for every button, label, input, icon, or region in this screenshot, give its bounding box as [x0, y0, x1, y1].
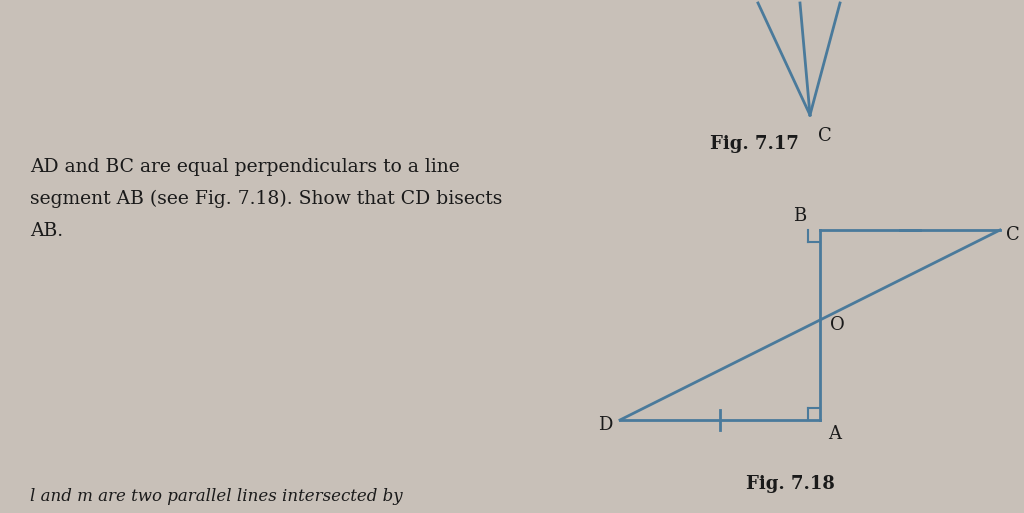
Text: segment AB (see Fig. 7.18). Show that CD bisects: segment AB (see Fig. 7.18). Show that CD…: [30, 190, 503, 208]
Text: O: O: [830, 316, 845, 334]
Text: AD and BC are equal perpendiculars to a line: AD and BC are equal perpendiculars to a …: [30, 158, 460, 176]
Text: Fig. 7.18: Fig. 7.18: [745, 475, 835, 493]
Text: D: D: [598, 416, 612, 434]
Text: A: A: [828, 425, 841, 443]
Text: l and m are two parallel lines intersected by: l and m are two parallel lines intersect…: [30, 488, 402, 505]
Text: C: C: [818, 127, 831, 145]
Text: C: C: [1006, 226, 1020, 244]
Text: AB.: AB.: [30, 222, 63, 240]
Text: Fig. 7.17: Fig. 7.17: [710, 135, 799, 153]
Text: B: B: [793, 207, 806, 225]
